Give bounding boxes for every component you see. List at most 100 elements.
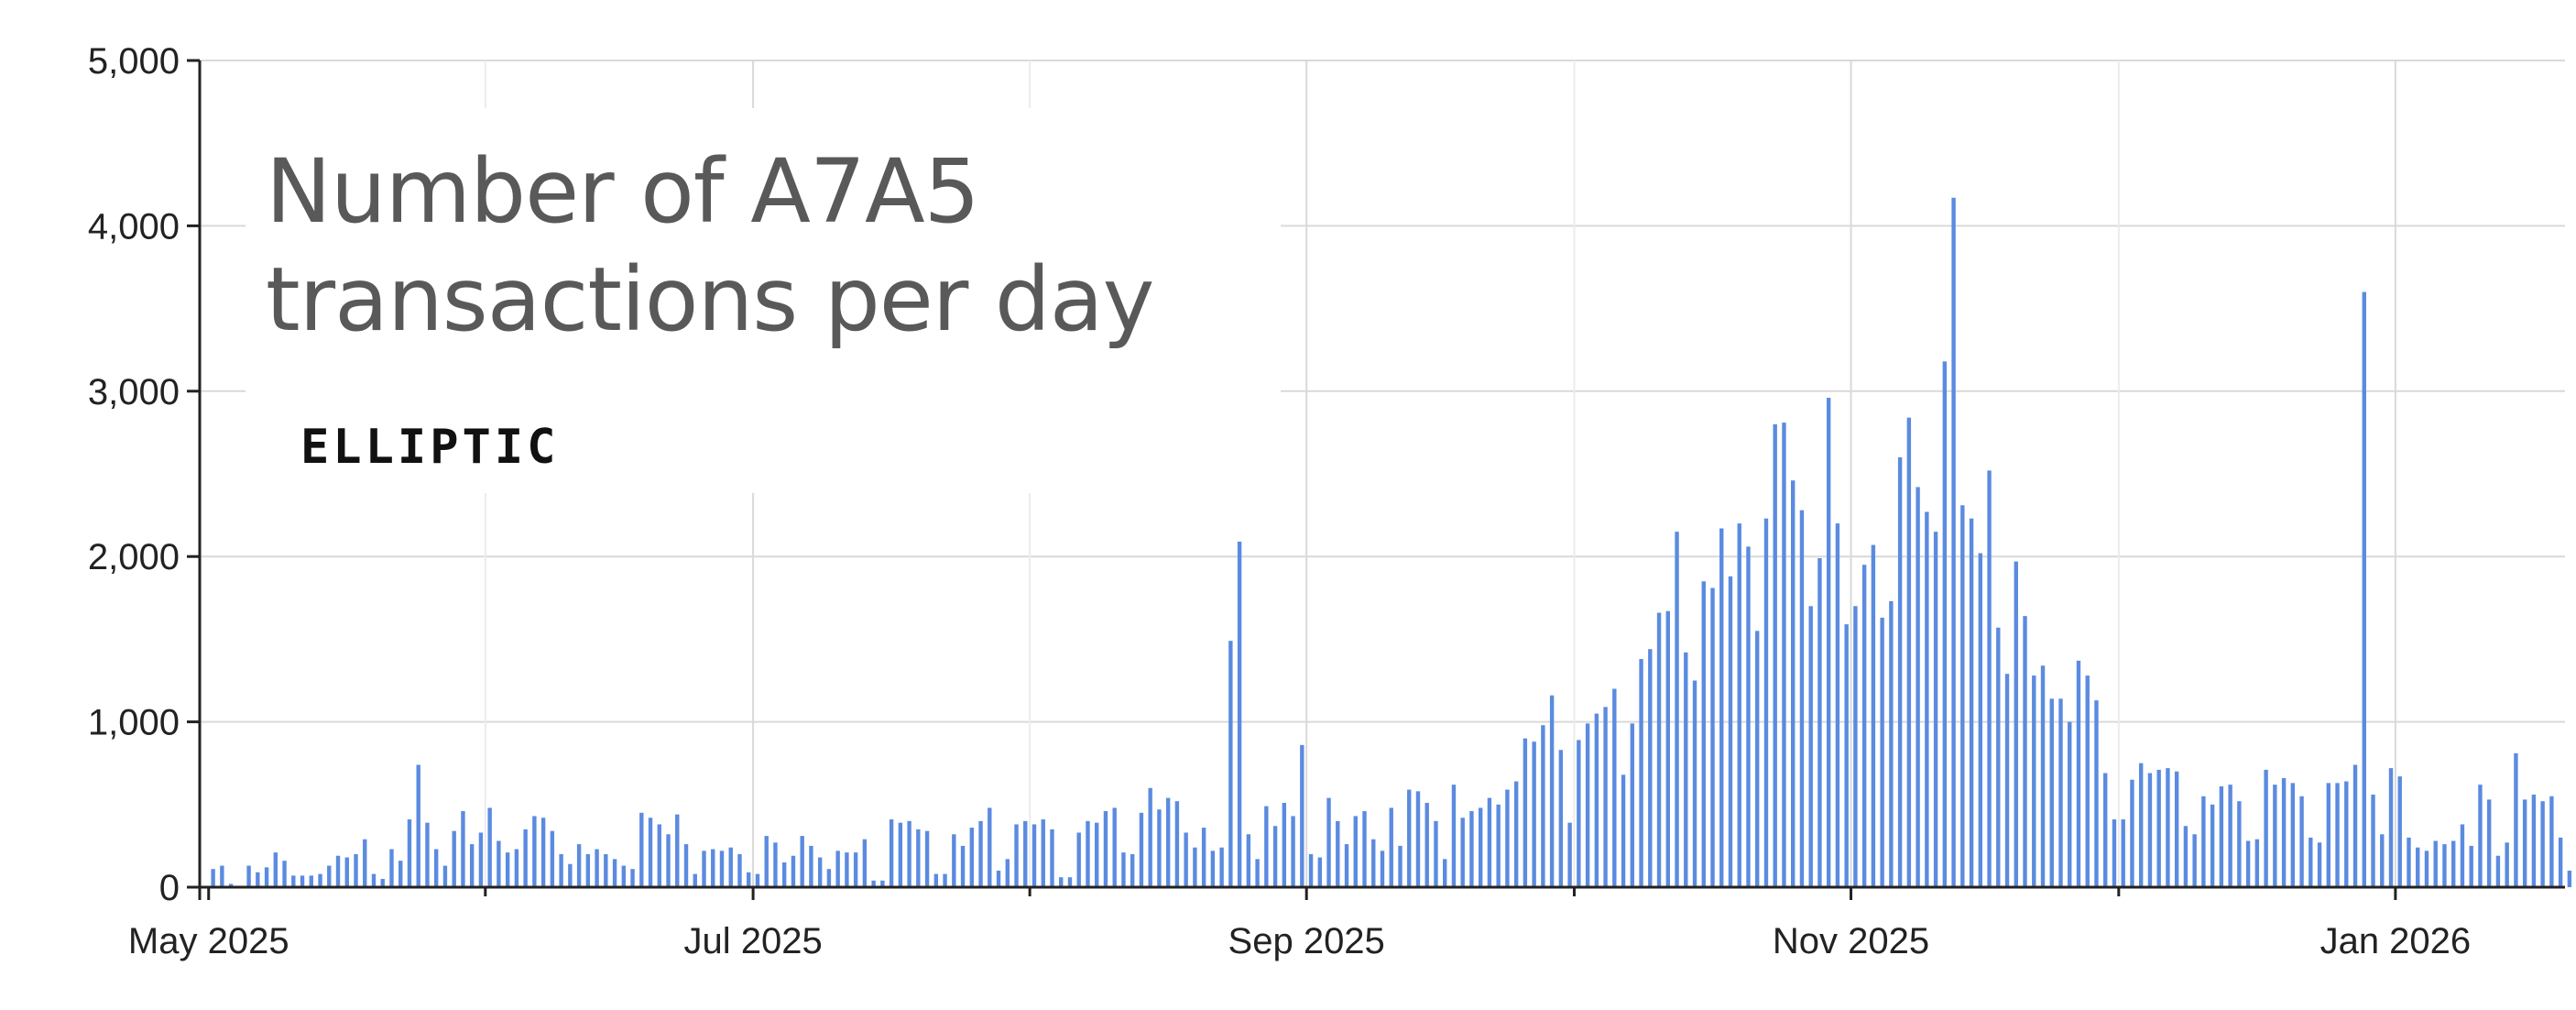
bar [2495, 855, 2501, 887]
bar [1933, 532, 1938, 887]
bar [1513, 781, 1519, 887]
bar [585, 853, 591, 887]
bar [2549, 796, 2554, 887]
bar [540, 818, 546, 887]
bar [1675, 532, 1679, 887]
bar [2558, 837, 2563, 887]
bar [791, 855, 796, 887]
x-tick-label: May 2025 [128, 921, 289, 961]
bar [1407, 789, 1412, 887]
bar [1656, 612, 1662, 887]
bar [487, 807, 492, 887]
bar [862, 839, 868, 887]
bar [1460, 818, 1465, 887]
bar [2281, 777, 2287, 887]
bar [1336, 820, 1340, 887]
bar [2514, 752, 2518, 887]
bar [702, 851, 706, 887]
bar [2326, 783, 2330, 887]
bar [1755, 631, 1760, 887]
bar [2433, 840, 2438, 887]
bar [1112, 807, 1117, 887]
bar [1139, 812, 1144, 887]
bar [2442, 844, 2447, 887]
bar [2522, 799, 2527, 887]
bar [2486, 799, 2492, 887]
bar [568, 863, 573, 887]
bar [1317, 857, 1322, 887]
bar [1451, 785, 1457, 887]
bar [1585, 723, 1590, 887]
bar [2397, 776, 2402, 887]
bar [273, 852, 278, 887]
bar [1005, 859, 1010, 887]
bar [2156, 769, 2161, 887]
bar [2505, 842, 2509, 887]
bar [2460, 824, 2465, 887]
bar [907, 820, 911, 887]
bar [1639, 659, 1643, 887]
title-line-1: Number of A7A5 [266, 140, 980, 243]
bar [2138, 763, 2144, 887]
bar [398, 861, 403, 887]
tick-labels: 0 1,000 2,000 3,000 4,000 5,000 May 2025 Jul 20… [88, 41, 2471, 961]
bar [1728, 576, 1733, 887]
bar [1684, 652, 1688, 887]
bar [1523, 738, 1528, 887]
bar [1960, 505, 1965, 887]
bar [2362, 291, 2366, 887]
title-backdrop [246, 108, 1281, 493]
bar [693, 873, 697, 887]
bar [2451, 840, 2456, 887]
bar [2192, 834, 2197, 887]
bar [256, 872, 260, 887]
bar [755, 873, 760, 887]
bar [800, 836, 804, 887]
bar [1434, 820, 1438, 887]
bar [880, 880, 885, 887]
bar [1951, 197, 1956, 888]
bar [2183, 826, 2189, 887]
bar [1567, 822, 1572, 887]
bar [2004, 674, 2010, 887]
bar [978, 820, 983, 887]
x-tick-label: Sep 2025 [1228, 921, 1385, 961]
bar [1174, 801, 1180, 887]
x-tick-label: Jan 2026 [2320, 921, 2472, 961]
bar [2014, 561, 2018, 887]
bar [871, 880, 876, 887]
bar [1701, 581, 1706, 887]
bar [2023, 616, 2027, 887]
bar [344, 857, 349, 887]
bar [1424, 803, 1429, 887]
bar [1264, 806, 1269, 887]
bar [318, 873, 322, 887]
bar [711, 849, 715, 887]
bar [1978, 553, 1983, 887]
bar [1443, 859, 1447, 887]
y-tick-label: 0 [159, 868, 180, 908]
bar [657, 824, 661, 887]
bar [1541, 725, 1545, 887]
bar [389, 849, 394, 887]
bar [1648, 649, 1653, 887]
bar [1906, 417, 1912, 887]
bar [1880, 617, 1884, 887]
bar [523, 829, 528, 887]
bar [1826, 398, 1831, 887]
bar [595, 849, 599, 887]
bar [1014, 824, 1019, 887]
bar [1897, 456, 1903, 887]
bar [1041, 819, 1045, 887]
bar [2130, 779, 2134, 887]
bar [2068, 721, 2072, 887]
bar [425, 822, 430, 887]
bar [282, 861, 287, 887]
bar [2478, 785, 2483, 887]
bar [1272, 826, 1278, 887]
bar [478, 832, 484, 887]
bar [1121, 852, 1126, 887]
bar [1603, 707, 1608, 887]
bar [1282, 803, 1287, 887]
bar [2058, 698, 2063, 887]
